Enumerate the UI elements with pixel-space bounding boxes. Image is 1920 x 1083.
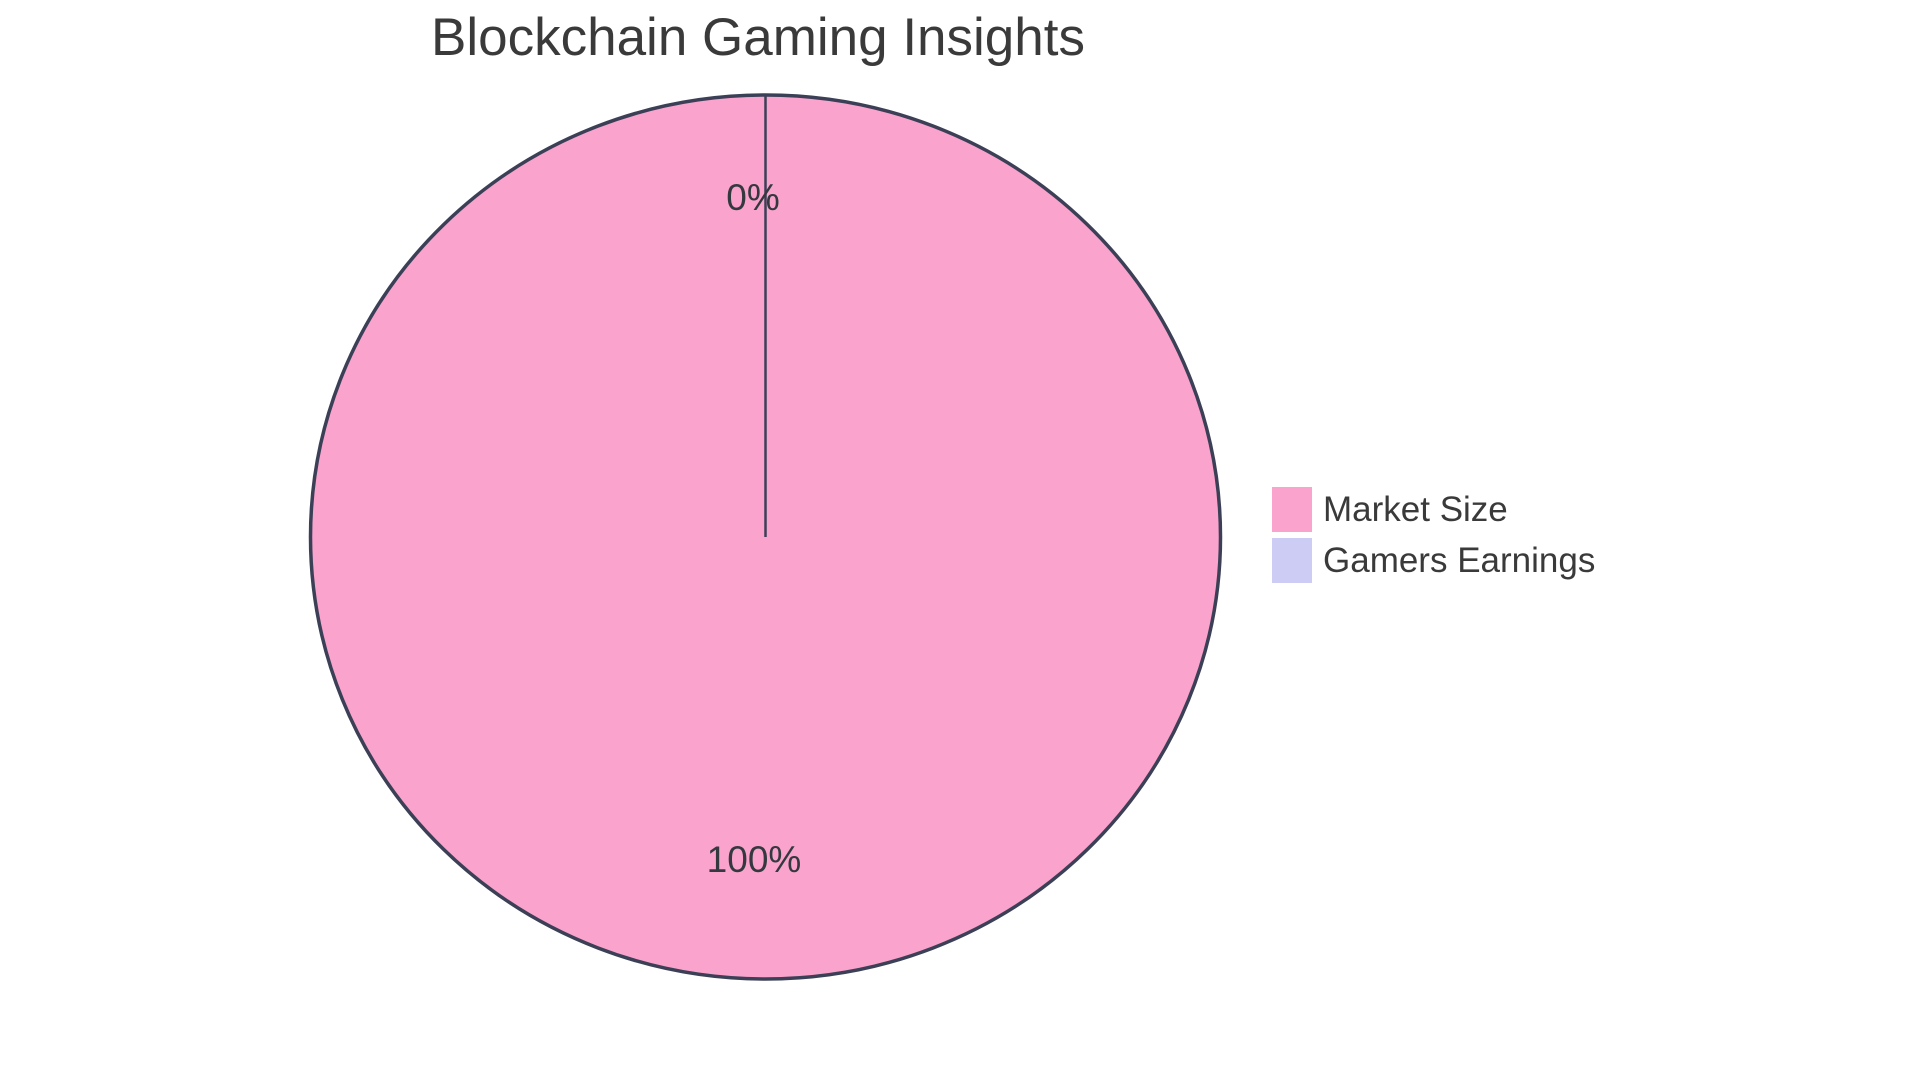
legend-label-market-size: Market Size xyxy=(1323,490,1508,529)
legend-label-gamers-earnings: Gamers Earnings xyxy=(1323,541,1596,580)
legend-item-market-size[interactable]: Market Size xyxy=(1272,487,1595,532)
pie-percent-label-market-size: 100% xyxy=(707,839,802,880)
chart-title: Blockchain Gaming Insights xyxy=(431,8,1085,67)
legend-swatch-market-size xyxy=(1272,487,1312,532)
legend-swatch-gamers-earnings xyxy=(1272,538,1312,583)
legend-item-gamers-earnings[interactable]: Gamers Earnings xyxy=(1272,538,1595,583)
pie-percent-label-gamers-earnings: 0% xyxy=(726,177,779,218)
legend: Market Size Gamers Earnings xyxy=(1272,487,1595,583)
